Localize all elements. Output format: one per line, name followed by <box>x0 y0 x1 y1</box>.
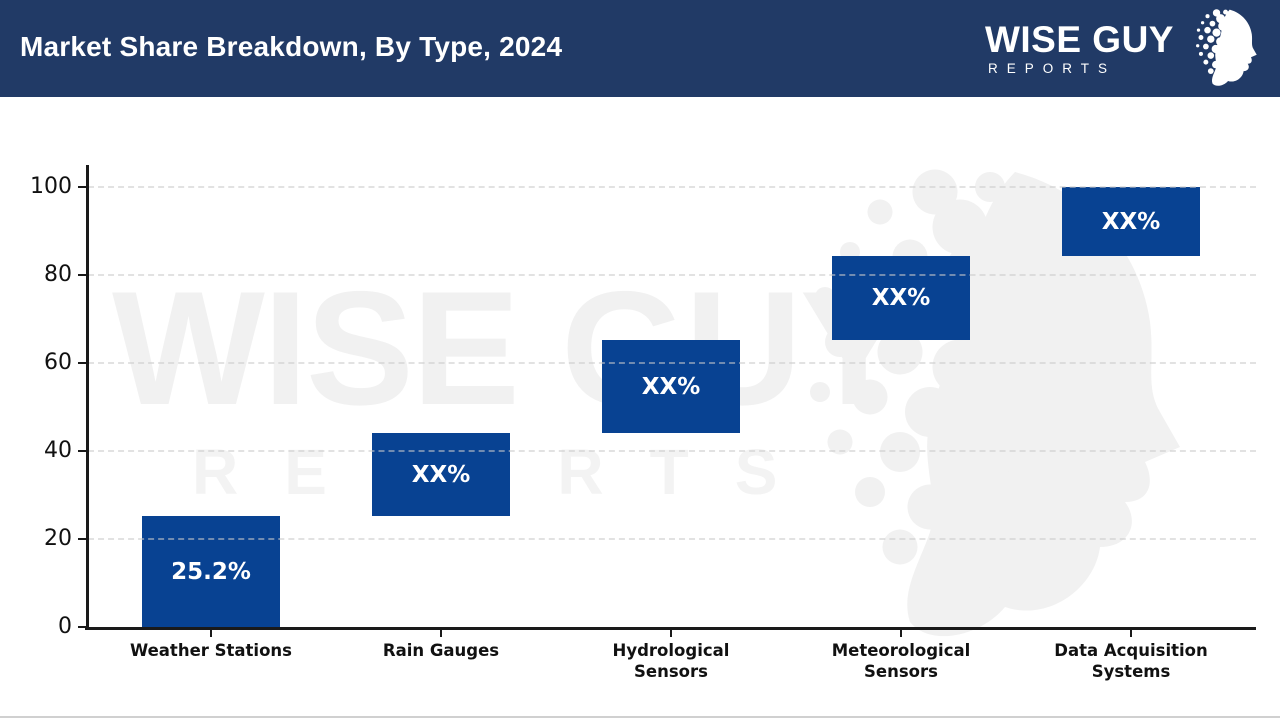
chart-title: Market Share Breakdown, By Type, 2024 <box>20 30 563 62</box>
gridline <box>88 186 1256 188</box>
bar-value-label: XX% <box>411 461 471 488</box>
gridline <box>88 538 1256 540</box>
header-bar: Market Share Breakdown, By Type, 2024 WI… <box>0 0 1280 97</box>
bar-value-label: XX% <box>1101 208 1161 235</box>
x-axis-category-label: Data Acquisition Systems <box>1054 641 1208 682</box>
brand-subtitle: REPORTS <box>987 61 1116 76</box>
bar-segment: XX% <box>602 340 740 434</box>
x-axis-category-label: Meteorological Sensors <box>831 641 971 682</box>
x-axis-category-label: Hydrological Sensors <box>612 641 730 682</box>
x-axis-category-label: Weather Stations <box>130 641 292 660</box>
x-axis-line <box>85 627 1256 630</box>
x-axis-tick <box>440 629 442 637</box>
gridline <box>88 362 1256 364</box>
bar-segment: XX% <box>1062 187 1200 257</box>
y-axis-tick <box>78 538 87 540</box>
face-profile-dots-icon <box>1196 8 1257 86</box>
y-axis-line <box>86 165 89 629</box>
y-axis-tick-label: 0 <box>58 614 72 639</box>
y-axis-tick-label: 60 <box>44 350 72 375</box>
gridline <box>88 274 1256 276</box>
watermark-brand-text: WISE GUY <box>112 258 908 439</box>
x-axis-category-label: Rain Gauges <box>382 641 500 660</box>
y-axis-tick <box>78 362 87 364</box>
y-axis-tick <box>78 626 87 628</box>
y-axis-tick <box>78 186 87 188</box>
bar-value-label: XX% <box>641 373 701 400</box>
y-axis-tick-label: 40 <box>44 438 72 463</box>
bar-value-label: 25.2% <box>171 558 251 585</box>
bottom-border-line <box>0 716 1280 718</box>
bar-segment: XX% <box>832 256 970 341</box>
brand-logo-text: WISE GUY REPORTS <box>985 21 1174 76</box>
x-axis-tick <box>670 629 672 637</box>
brand-name: WISE GUY <box>984 19 1174 60</box>
gridline <box>88 450 1256 452</box>
x-axis-tick <box>1130 629 1132 637</box>
x-axis-tick <box>900 629 902 637</box>
bar-segment: 25.2% <box>142 516 280 627</box>
y-axis-tick-label: 80 <box>44 262 72 287</box>
bar-value-label: XX% <box>871 285 931 312</box>
y-axis-tick-label: 20 <box>44 526 72 551</box>
x-axis-tick <box>210 629 212 637</box>
y-axis-tick <box>78 274 87 276</box>
bar-segment: XX% <box>372 433 510 517</box>
brand-logo: WISE GUY REPORTS <box>985 8 1262 90</box>
y-axis-tick-label: 100 <box>30 174 72 199</box>
y-axis-tick <box>78 450 87 452</box>
